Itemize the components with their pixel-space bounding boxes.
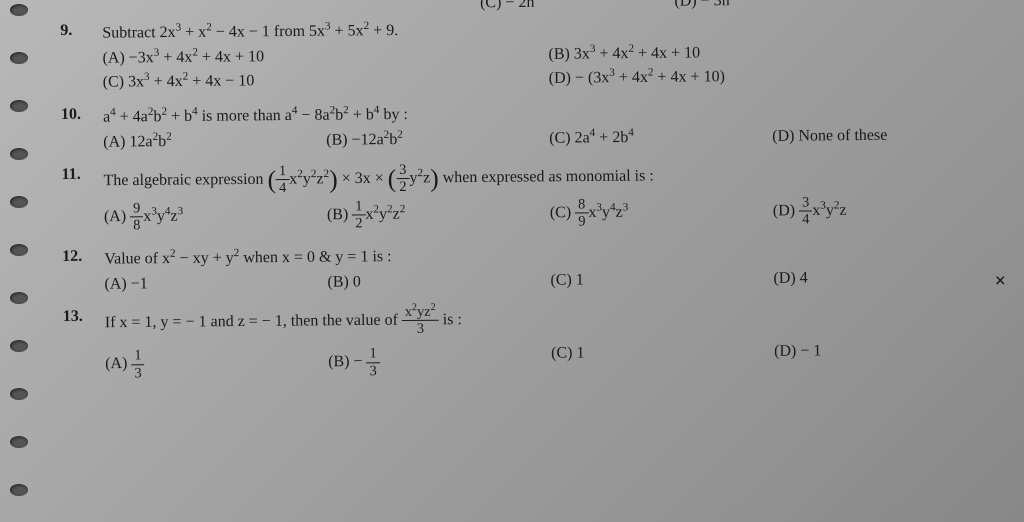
- question-11: 11. The algebraic expression (14x2y2z2) …: [61, 158, 996, 234]
- opt-d-text: − 3n: [701, 0, 730, 9]
- q10-number: 10.: [61, 106, 89, 124]
- spiral-binding: [0, 0, 40, 522]
- q9-number: 9.: [60, 22, 88, 40]
- q12-number: 12.: [62, 247, 90, 265]
- q13-options: (A) 13 (B) − 13 (C) 1 (D) − 1: [105, 341, 997, 381]
- q11-opt-a: (A) 98x3y4z3: [104, 199, 327, 233]
- q10-options: (A) 12a2b2 (B) −12a2b2 (C) 2a4 + 2b4 (D)…: [103, 126, 995, 152]
- q9-opt-b: (B) 3x3 + 4x2 + 4x + 10: [548, 42, 994, 64]
- q9-opt-c: (C) 3x3 + 4x2 + 4x − 10: [103, 70, 549, 92]
- q13-stem: If x = 1, y = − 1 and z = − 1, then the …: [105, 299, 997, 339]
- q10-opt-c: (C) 2a4 + 2b4: [549, 128, 772, 148]
- question-12: 12. Value of x2 − xy + y2 when x = 0 & y…: [62, 239, 996, 293]
- q13-number: 13.: [63, 307, 91, 325]
- q12-opt-c: (C) 1: [550, 269, 773, 289]
- q10-opt-a: (A) 12a2b2: [103, 132, 326, 152]
- q10-opt-b: (B) −12a2b2: [326, 130, 549, 150]
- opt-d-label: (D): [674, 0, 696, 10]
- q12-options: (A) −1 (B) 0 (C) 1 (D) 4: [104, 267, 996, 293]
- q10-stem: a4 + 4a2b2 + b4 is more than a4 − 8a2b2 …: [103, 98, 995, 130]
- q12-opt-b: (B) 0: [327, 271, 550, 291]
- side-mark-icon: ×: [995, 270, 1006, 293]
- opt-c-text: − 2n: [505, 0, 534, 11]
- question-9: 9. Subtract 2x3 + x2 − 4x − 1 from 5x3 +…: [60, 14, 995, 92]
- q11-stem: The algebraic expression (14x2y2z2) × 3x…: [103, 158, 995, 198]
- q9-opt-a: (A) −3x3 + 4x2 + 4x + 10: [102, 46, 548, 68]
- q13-opt-d: (D) − 1: [774, 341, 997, 375]
- q12-opt-d: (D) 4: [773, 267, 996, 287]
- q11-opt-c: (C) 89x3y4z3: [550, 196, 773, 230]
- q9-options: (A) −3x3 + 4x2 + 4x + 10 (B) 3x3 + 4x2 +…: [102, 42, 994, 92]
- q11-number: 11.: [61, 166, 89, 184]
- question-10: 10. a4 + 4a2b2 + b4 is more than a4 − 8a…: [61, 98, 995, 152]
- stray-top-options: (C) − 2n (D) − 3n: [480, 0, 994, 12]
- q9-stem: Subtract 2x3 + x2 − 4x − 1 from 5x3 + 5x…: [102, 14, 994, 46]
- q11-options: (A) 98x3y4z3 (B) 12x2y2z2 (C) 89x3y4z3 (…: [104, 194, 996, 234]
- q13-opt-a: (A) 13: [105, 347, 328, 381]
- q10-opt-d: (D) None of these: [772, 126, 995, 146]
- q12-opt-a: (A) −1: [104, 273, 327, 293]
- opt-c-label: (C): [480, 0, 501, 11]
- q11-opt-b: (B) 12x2y2z2: [327, 198, 550, 232]
- q12-stem: Value of x2 − xy + y2 when x = 0 & y = 1…: [104, 239, 996, 271]
- q13-opt-c: (C) 1: [551, 343, 774, 377]
- q13-opt-b: (B) − 13: [328, 345, 551, 379]
- q11-opt-d: (D) 34x3y2z: [773, 194, 996, 228]
- question-13: 13. If x = 1, y = − 1 and z = − 1, then …: [63, 299, 998, 381]
- q9-opt-d: (D) − (3x3 + 4x2 + 4x + 10): [549, 66, 995, 88]
